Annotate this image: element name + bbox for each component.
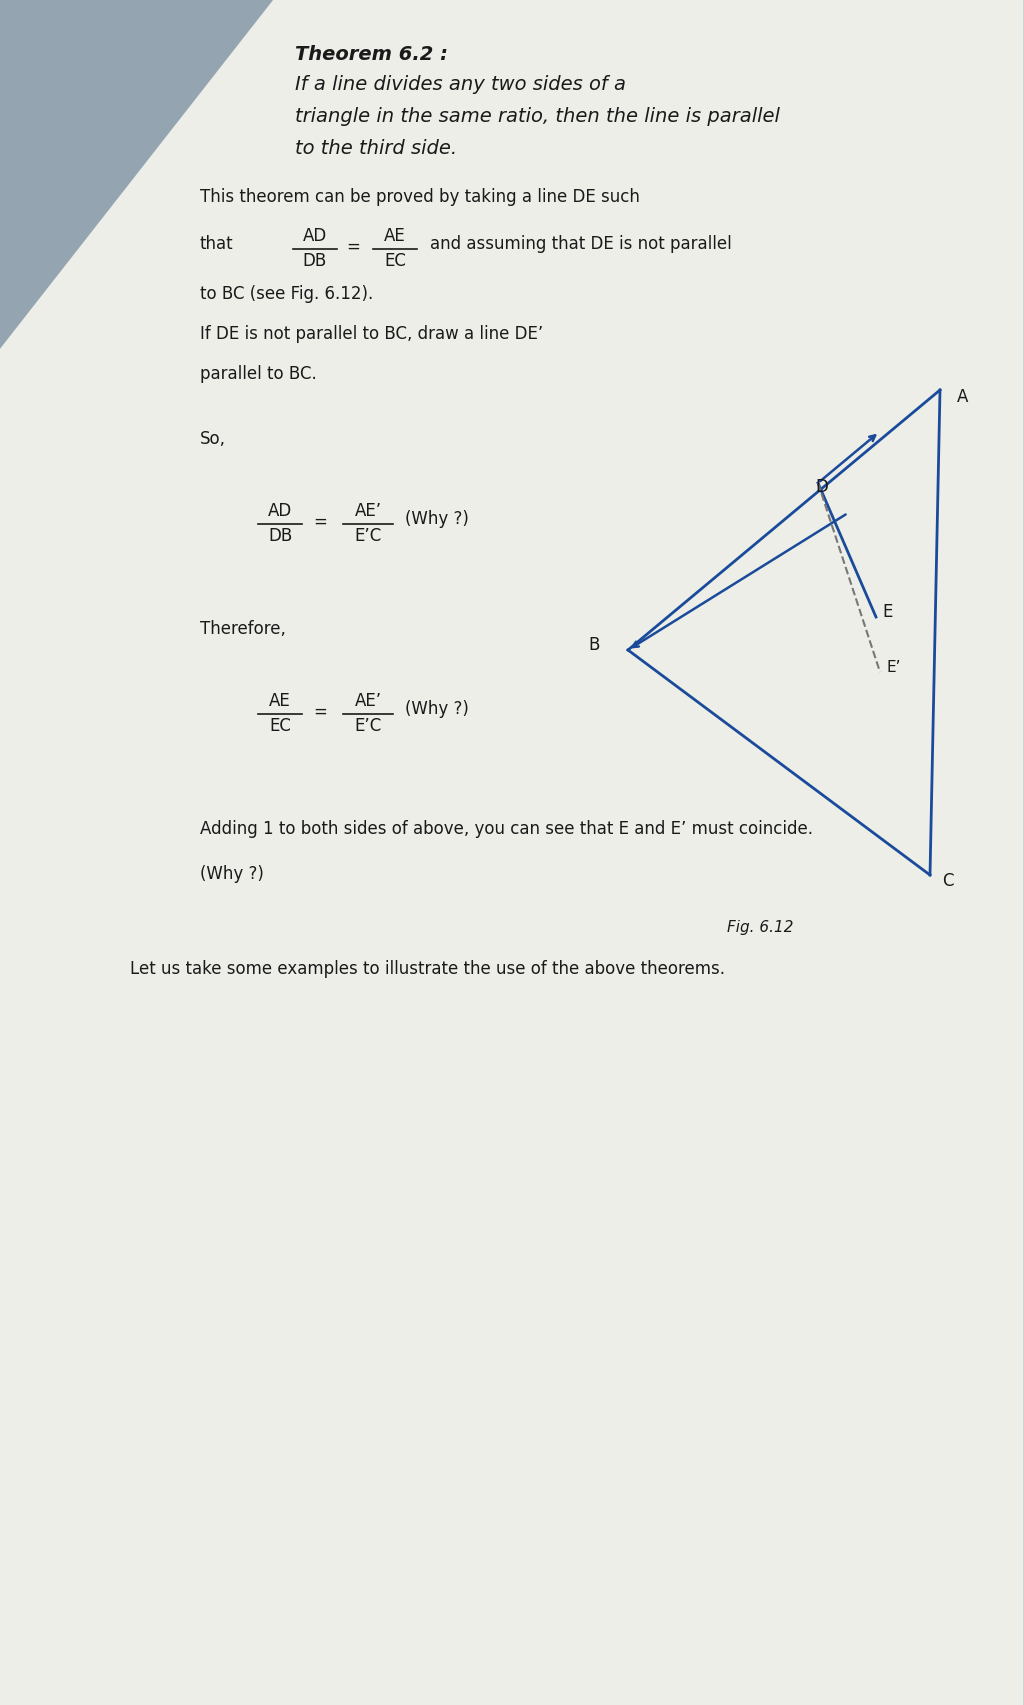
- Text: triangle in the same ratio, then the line is parallel: triangle in the same ratio, then the lin…: [295, 107, 780, 126]
- Text: and assuming that DE is not parallel: and assuming that DE is not parallel: [430, 235, 732, 252]
- Text: EC: EC: [384, 252, 406, 269]
- Text: AE: AE: [384, 227, 406, 246]
- Text: =: =: [346, 239, 360, 256]
- Text: Therefore,: Therefore,: [200, 621, 286, 638]
- Polygon shape: [0, 0, 273, 350]
- Text: If DE is not parallel to BC, draw a line DE’: If DE is not parallel to BC, draw a line…: [200, 326, 544, 343]
- Text: AE’: AE’: [354, 692, 382, 709]
- Text: AD: AD: [268, 501, 292, 520]
- Text: that: that: [200, 235, 233, 252]
- Text: Let us take some examples to illustrate the use of the above theorems.: Let us take some examples to illustrate …: [130, 960, 725, 979]
- Text: EC: EC: [269, 718, 291, 735]
- Text: E’: E’: [887, 660, 901, 675]
- Text: Fig. 6.12: Fig. 6.12: [727, 921, 794, 934]
- Text: to the third side.: to the third side.: [295, 140, 457, 159]
- Text: This theorem can be proved by taking a line DE such: This theorem can be proved by taking a l…: [200, 188, 640, 206]
- Text: B: B: [589, 636, 600, 655]
- Text: parallel to BC.: parallel to BC.: [200, 365, 316, 384]
- Text: to BC (see Fig. 6.12).: to BC (see Fig. 6.12).: [200, 285, 374, 303]
- Text: If a line divides any two sides of a: If a line divides any two sides of a: [295, 75, 626, 94]
- Text: AD: AD: [303, 227, 327, 246]
- Text: E’C: E’C: [354, 718, 382, 735]
- Text: DB: DB: [303, 252, 327, 269]
- Text: =: =: [313, 513, 327, 530]
- Text: So,: So,: [200, 430, 226, 448]
- Text: DB: DB: [268, 527, 292, 546]
- Text: E’C: E’C: [354, 527, 382, 546]
- Text: Theorem 6.2 :: Theorem 6.2 :: [295, 44, 447, 65]
- Text: AE: AE: [269, 692, 291, 709]
- Text: D: D: [815, 477, 828, 496]
- Text: (Why ?): (Why ?): [406, 701, 469, 718]
- Text: =: =: [313, 702, 327, 721]
- Text: (Why ?): (Why ?): [200, 864, 264, 883]
- Text: C: C: [942, 871, 953, 890]
- Text: (Why ?): (Why ?): [406, 510, 469, 529]
- Text: A: A: [957, 389, 969, 406]
- Text: AE’: AE’: [354, 501, 382, 520]
- Text: E: E: [882, 604, 892, 621]
- Text: Adding 1 to both sides of above, you can see that E and E’ must coincide.: Adding 1 to both sides of above, you can…: [200, 820, 813, 837]
